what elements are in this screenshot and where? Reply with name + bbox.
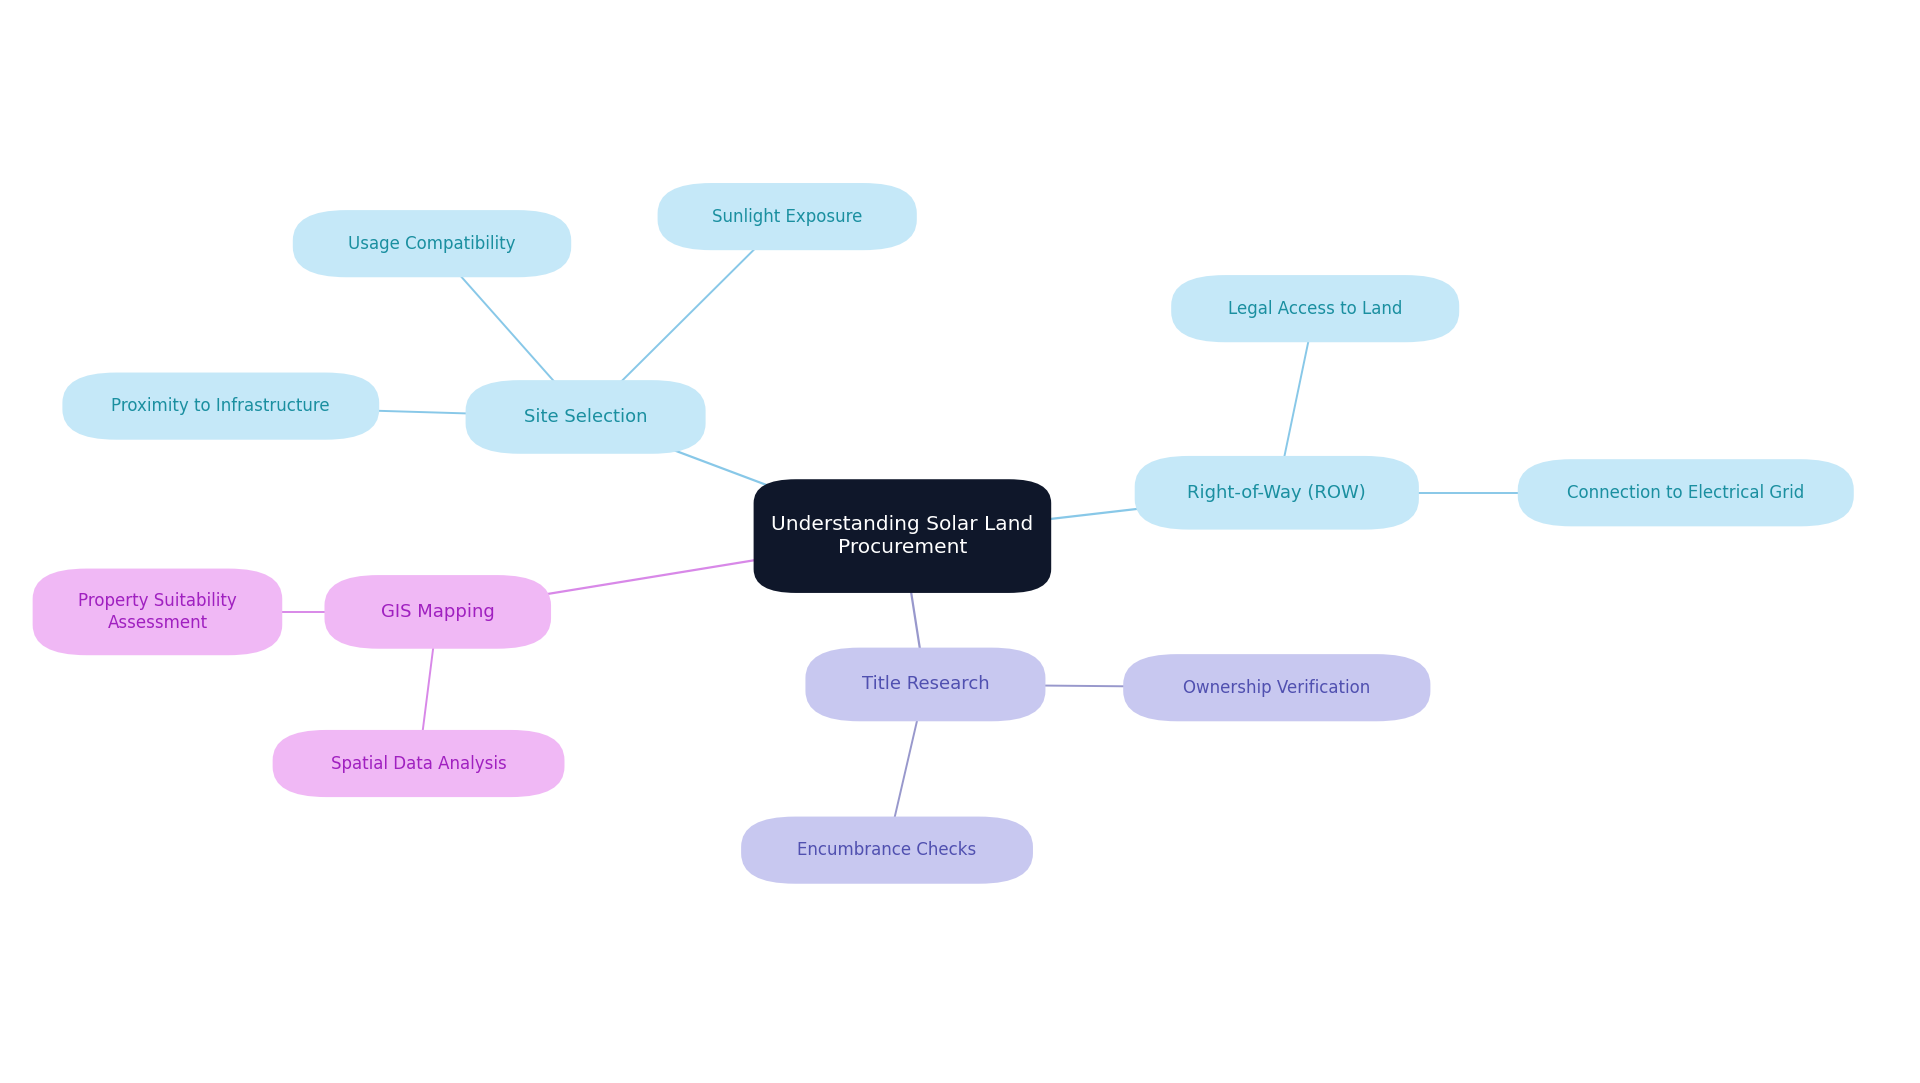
- FancyBboxPatch shape: [324, 575, 551, 649]
- Text: Site Selection: Site Selection: [524, 408, 647, 426]
- Text: Ownership Verification: Ownership Verification: [1183, 679, 1371, 696]
- Text: Legal Access to Land: Legal Access to Land: [1229, 300, 1402, 317]
- FancyBboxPatch shape: [33, 569, 282, 655]
- Text: Right-of-Way (ROW): Right-of-Way (ROW): [1187, 484, 1367, 501]
- FancyBboxPatch shape: [753, 479, 1052, 593]
- FancyBboxPatch shape: [1135, 456, 1419, 530]
- FancyBboxPatch shape: [465, 380, 707, 454]
- FancyBboxPatch shape: [273, 730, 564, 797]
- Text: Property Suitability
Assessment: Property Suitability Assessment: [79, 591, 236, 632]
- Text: Understanding Solar Land
Procurement: Understanding Solar Land Procurement: [772, 514, 1033, 558]
- FancyBboxPatch shape: [1123, 654, 1430, 721]
- Text: Title Research: Title Research: [862, 676, 989, 693]
- Text: Spatial Data Analysis: Spatial Data Analysis: [330, 755, 507, 772]
- FancyBboxPatch shape: [294, 210, 572, 277]
- FancyBboxPatch shape: [1517, 459, 1855, 526]
- Text: Encumbrance Checks: Encumbrance Checks: [797, 841, 977, 859]
- Text: Usage Compatibility: Usage Compatibility: [348, 235, 516, 252]
- FancyBboxPatch shape: [1171, 275, 1459, 342]
- Text: Proximity to Infrastructure: Proximity to Infrastructure: [111, 397, 330, 415]
- Text: Sunlight Exposure: Sunlight Exposure: [712, 208, 862, 225]
- FancyBboxPatch shape: [61, 373, 380, 440]
- Text: GIS Mapping: GIS Mapping: [380, 603, 495, 621]
- FancyBboxPatch shape: [741, 817, 1033, 884]
- FancyBboxPatch shape: [657, 183, 918, 250]
- Text: Connection to Electrical Grid: Connection to Electrical Grid: [1567, 484, 1805, 501]
- FancyBboxPatch shape: [806, 648, 1044, 721]
